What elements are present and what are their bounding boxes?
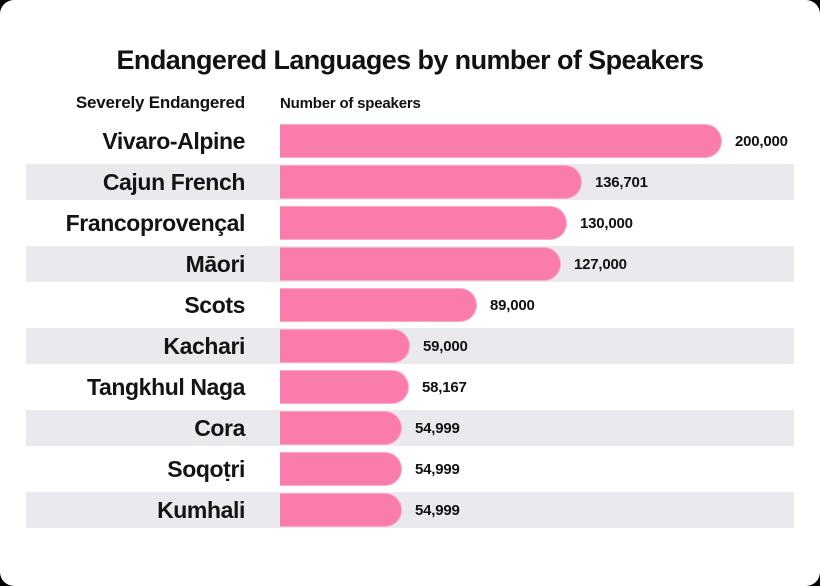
- chart-row: Māori 127,000: [26, 246, 794, 283]
- bar: [280, 452, 402, 487]
- chart-row: Kumhali 54,999: [26, 492, 794, 529]
- language-label: Kumhali: [157, 496, 245, 523]
- bar-area: 54,999: [280, 493, 794, 528]
- bar: [280, 493, 402, 528]
- language-label: Vivaro-Alpine: [102, 127, 245, 154]
- chart-row: Soqoṭri 54,999: [26, 451, 794, 487]
- value-label: 89,000: [490, 296, 535, 314]
- value-column-header: Number of speakers: [280, 95, 421, 113]
- language-label: Kachari: [163, 332, 245, 359]
- value-label: 58,167: [422, 378, 467, 396]
- bar-area: 54,999: [280, 411, 794, 446]
- bar-area: 136,701: [280, 165, 794, 200]
- category-column-header: Severely Endangered: [75, 93, 245, 113]
- bar: [280, 247, 561, 282]
- bar-chart: Vivaro-Alpine 200,000 Cajun French 136,7…: [0, 123, 820, 529]
- bar: [280, 370, 409, 405]
- language-label: Cajun French: [102, 168, 246, 195]
- bar-area: 200,000: [280, 124, 794, 159]
- bar-area: 130,000: [280, 206, 794, 241]
- bar: [280, 329, 410, 364]
- chart-row: Francoprovençal 130,000: [26, 205, 794, 241]
- chart-row: Kachari 59,000: [26, 328, 794, 365]
- value-label: 130,000: [580, 214, 633, 232]
- bar: [280, 288, 477, 323]
- value-label: 54,999: [415, 460, 460, 478]
- bar: [280, 165, 582, 200]
- value-label: 200,000: [735, 132, 788, 150]
- value-label: 54,999: [415, 419, 460, 437]
- bar-area: 89,000: [280, 288, 794, 323]
- bar-area: 58,167: [280, 370, 794, 405]
- language-label: Francoprovençal: [65, 209, 246, 236]
- chart-title: Endangered Languages by number of Speake…: [116, 45, 705, 75]
- bar: [280, 411, 402, 446]
- chart-row: Vivaro-Alpine 200,000: [26, 123, 794, 159]
- chart-row: Cajun French 136,701: [26, 164, 794, 201]
- language-label: Māori: [185, 250, 246, 277]
- chart-row: Cora 54,999: [26, 410, 794, 447]
- language-label: Cora: [194, 414, 245, 441]
- bar-area: 59,000: [280, 329, 794, 364]
- value-label: 59,000: [423, 337, 468, 355]
- bar: [280, 124, 722, 159]
- column-headers: Severely Endangered Number of speakers: [26, 93, 794, 114]
- bar: [280, 206, 567, 241]
- chart-row: Scots 89,000: [26, 287, 794, 323]
- value-label: 127,000: [574, 255, 627, 273]
- bar-area: 127,000: [280, 247, 794, 282]
- language-label: Scots: [184, 291, 245, 318]
- value-label: 54,999: [415, 501, 460, 519]
- chart-row: Tangkhul Naga 58,167: [26, 369, 794, 405]
- bar-area: 54,999: [280, 452, 794, 487]
- language-label: Tangkhul Naga: [87, 373, 245, 400]
- value-label: 136,701: [595, 173, 648, 191]
- language-label: Soqoṭri: [167, 455, 245, 482]
